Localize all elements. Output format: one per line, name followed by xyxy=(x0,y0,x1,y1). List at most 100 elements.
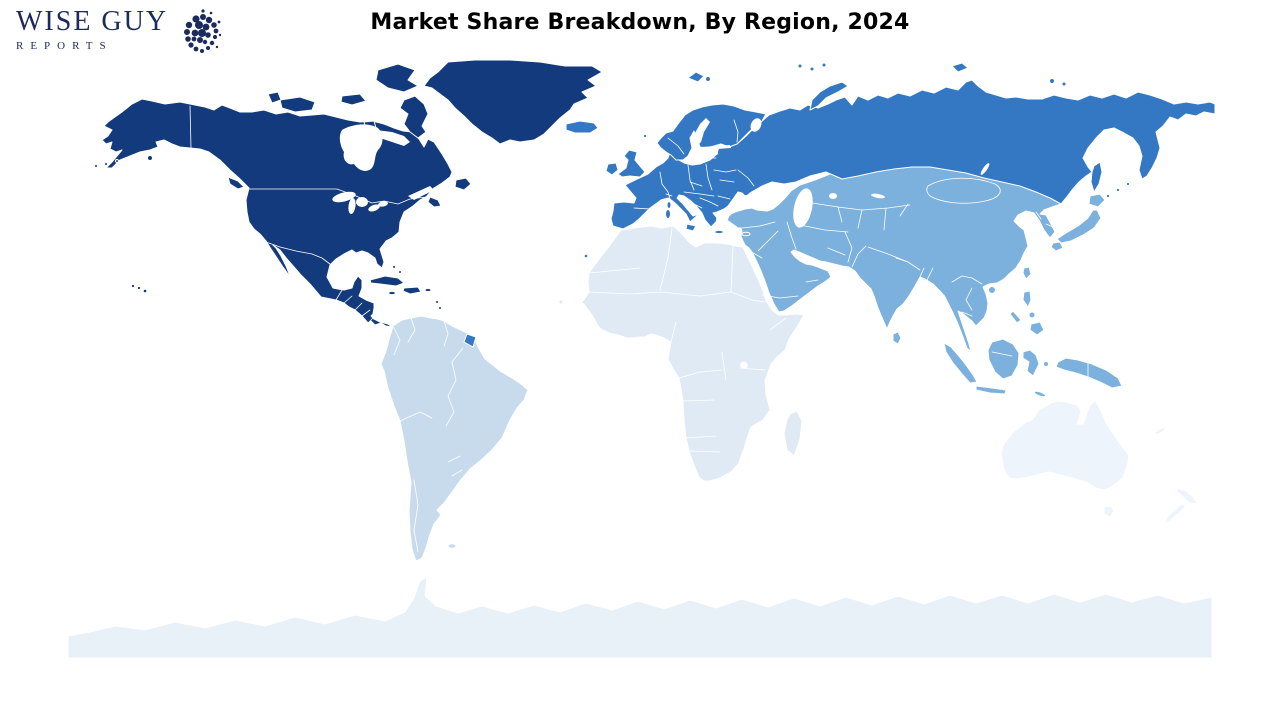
bahamas-2 xyxy=(398,270,402,274)
franz-josef-land-2 xyxy=(809,66,815,72)
ireland xyxy=(605,162,619,176)
ellesmere-island xyxy=(375,63,419,93)
corsica xyxy=(666,201,672,209)
dotted-head-icon xyxy=(184,9,222,53)
south-america-borders xyxy=(392,317,464,553)
region-south-america xyxy=(380,315,529,562)
wise-guy-reports-logo: WISE GUY REPORTS xyxy=(16,8,224,60)
new-zealand-north xyxy=(1176,487,1198,505)
hawaii-1 xyxy=(130,283,136,289)
lake-superior xyxy=(332,191,356,203)
philippines-mindanao xyxy=(1029,321,1045,336)
cape-verde xyxy=(558,299,564,305)
black-sea xyxy=(733,193,771,209)
moluccas xyxy=(1043,361,1049,367)
new-siberian-islands-2 xyxy=(1061,81,1067,87)
lesser-antilles-2 xyxy=(438,306,442,310)
australia xyxy=(1000,399,1130,491)
japan-hokkaido xyxy=(1088,193,1106,208)
faroe-islands xyxy=(642,133,648,139)
new-zealand-south xyxy=(1163,503,1187,525)
newfoundland xyxy=(454,177,472,191)
chart-title: Market Share Breakdown, By Region, 2024 xyxy=(370,10,910,35)
aleutian-2 xyxy=(104,162,108,166)
great-britain xyxy=(617,149,646,178)
baffin-island xyxy=(399,95,429,139)
logo-subtitle: REPORTS xyxy=(16,40,113,52)
lake-michigan xyxy=(348,198,356,214)
franz-josef-land xyxy=(797,63,803,69)
new-guinea xyxy=(1055,357,1123,389)
europe-borders xyxy=(633,119,755,210)
jamaica xyxy=(388,290,396,296)
cyprus xyxy=(741,231,751,237)
aleutian-3 xyxy=(115,159,119,163)
new-caledonia xyxy=(1153,427,1167,435)
interior-seas xyxy=(684,118,990,228)
lake-ontario xyxy=(378,201,388,207)
sulawesi xyxy=(1022,349,1040,377)
novaya-zemlya xyxy=(809,81,849,111)
sicily xyxy=(685,223,697,232)
devon-island xyxy=(340,93,367,106)
gulf-of-bothnia xyxy=(695,118,710,146)
region-antarctica xyxy=(67,576,1213,659)
sakhalin xyxy=(1090,161,1103,193)
tasmania xyxy=(1103,505,1115,518)
greenland xyxy=(423,59,603,145)
japan-honshu xyxy=(1056,209,1102,244)
gulf-of-finland xyxy=(702,145,731,150)
aral-sea xyxy=(829,193,837,199)
sardinia xyxy=(665,209,671,219)
caspian-sea xyxy=(793,188,813,228)
region-french-guiana xyxy=(463,333,477,348)
hispaniola xyxy=(402,286,422,295)
aleutian-1 xyxy=(94,164,98,168)
region-africa xyxy=(558,225,805,482)
kodiak-island xyxy=(147,155,153,161)
french-guiana xyxy=(463,333,477,348)
vancouver-island xyxy=(227,176,245,190)
asia-borders xyxy=(741,177,1089,388)
lesser-antilles-1 xyxy=(435,300,439,304)
africa-mainland xyxy=(580,225,805,482)
canary-islands xyxy=(583,253,589,259)
new-siberian-islands xyxy=(1049,78,1055,84)
south-america-mainland xyxy=(380,315,529,562)
lake-baikal xyxy=(980,163,990,175)
franz-josef-land-3 xyxy=(821,62,827,68)
philippines-luzon xyxy=(1022,290,1032,308)
europe-russia-mainland xyxy=(610,79,1216,230)
africa-borders xyxy=(588,227,787,453)
victoria-island xyxy=(279,96,316,113)
japan-kyushu xyxy=(1050,241,1064,252)
logo-wordmark: WISE GUY xyxy=(16,6,169,37)
lake-balkhash xyxy=(871,193,885,199)
banks-island xyxy=(267,91,282,104)
bahamas xyxy=(392,265,396,269)
north-america-lakes xyxy=(332,124,434,214)
st-lawrence-estuary xyxy=(408,186,434,200)
hudson-bay xyxy=(339,124,383,171)
kuril-1 xyxy=(1105,193,1111,199)
hawaii-2 xyxy=(136,285,142,291)
scandinavia xyxy=(656,103,767,161)
nova-scotia xyxy=(427,196,442,208)
antarctica xyxy=(67,576,1213,659)
sea-of-azov xyxy=(760,190,768,196)
crete xyxy=(714,229,724,235)
hawaii-3 xyxy=(142,288,148,294)
taiwan xyxy=(1022,266,1032,280)
baltic-sea xyxy=(684,151,700,163)
palawan xyxy=(1009,310,1022,324)
java xyxy=(975,385,1007,395)
svalbard xyxy=(687,71,705,83)
white-sea xyxy=(750,118,762,132)
hudson-strait xyxy=(376,130,410,146)
lake-victoria xyxy=(740,361,748,369)
region-oceania xyxy=(1000,399,1198,525)
timor xyxy=(1033,390,1047,398)
north-america-borders xyxy=(189,105,427,324)
hainan xyxy=(988,286,996,294)
region-europe-russia xyxy=(565,62,1216,259)
